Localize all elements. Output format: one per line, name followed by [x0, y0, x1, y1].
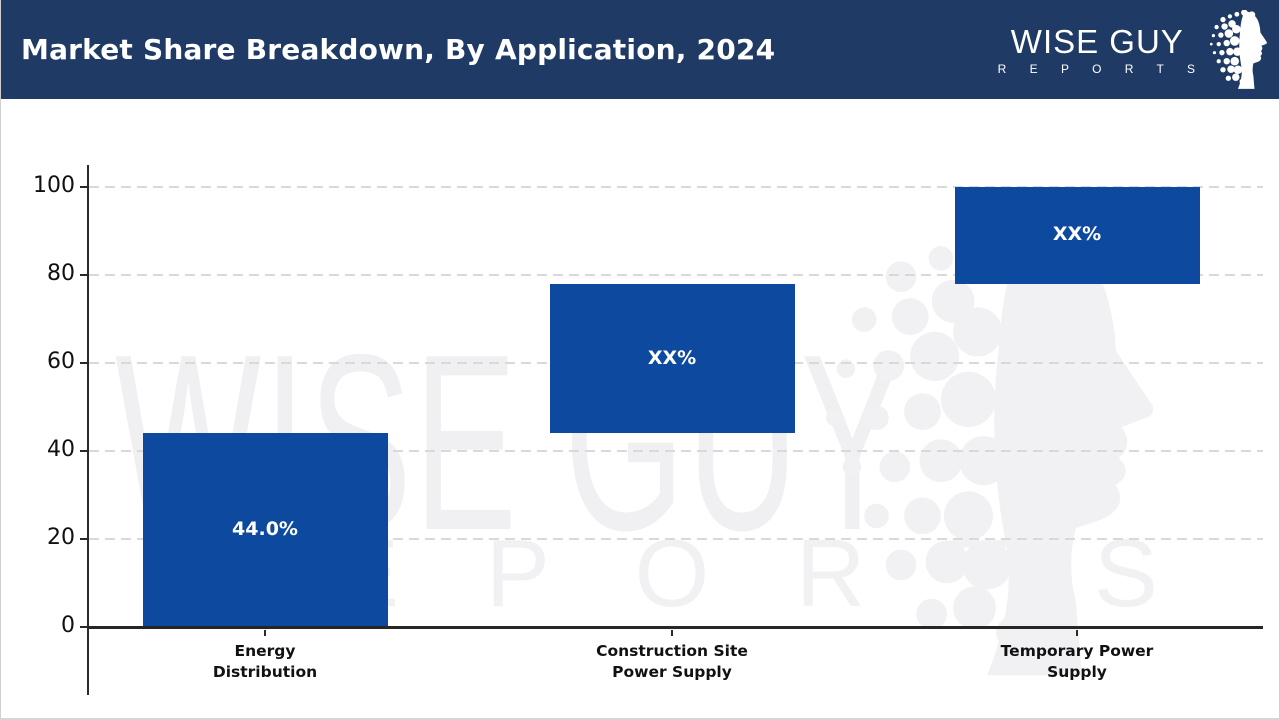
gridline-y100: [89, 186, 1263, 188]
y-tick-label-40: 40: [47, 437, 75, 462]
gridline-y20: [89, 538, 1263, 540]
x-category-label-2: Temporary Power Supply: [1000, 642, 1154, 681]
brand-logo-text: WISE GUY R E P O R T S: [990, 23, 1205, 76]
y-tick-label-20: 20: [47, 525, 75, 550]
y-tick-mark-40: [80, 450, 87, 452]
gridline-y40: [89, 450, 1263, 452]
x-tick-mark-2: [1076, 630, 1078, 636]
y-tick-mark-100: [80, 186, 87, 188]
brand-face-icon: [1207, 6, 1271, 94]
y-tick-mark-20: [80, 538, 87, 540]
y-tick-mark-0: [80, 626, 87, 628]
bar-value-label-0: 44.0%: [232, 518, 298, 541]
brand-wordmark: WISE GUY: [1010, 23, 1184, 60]
y-axis-spine: [87, 165, 89, 695]
y-tick-mark-80: [80, 274, 87, 276]
y-tick-label-60: 60: [47, 349, 75, 374]
bar-0: 44.0%: [142, 433, 388, 627]
header: Market Share Breakdown, By Application, …: [1, 0, 1279, 99]
x-tick-mark-1: [671, 630, 673, 636]
y-tick-label-0: 0: [61, 613, 75, 638]
x-tick-mark-0: [264, 630, 266, 636]
gridline-y80: [89, 274, 1263, 276]
bar-value-label-1: XX%: [647, 346, 697, 369]
chart-title: Market Share Breakdown, By Application, …: [21, 33, 776, 66]
y-tick-mark-60: [80, 362, 87, 364]
plot-area: WISE GUY R E P O R T S 44.0% XX% XX% 0 20 40…: [1, 99, 1279, 718]
bar-2: XX%: [954, 187, 1200, 284]
x-category-label-1: Construction Site Power Supply: [596, 642, 748, 681]
bar-1: XX%: [549, 283, 795, 434]
x-category-label-0: Energy Distribution: [212, 642, 318, 681]
y-tick-label-80: 80: [47, 261, 75, 286]
x-axis-spine: [87, 626, 1263, 629]
brand-logo: WISE GUY R E P O R T S: [990, 2, 1271, 97]
bar-value-label-2: XX%: [1052, 223, 1102, 246]
y-tick-label-100: 100: [33, 173, 75, 198]
brand-subtext: R E P O R T S: [997, 62, 1205, 76]
